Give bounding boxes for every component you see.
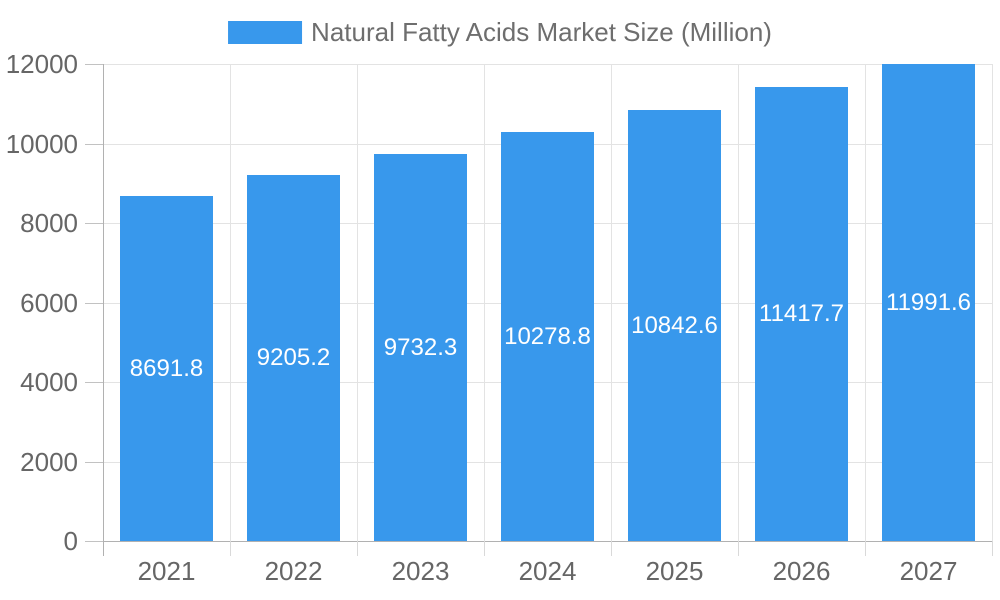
y-axis-tick bbox=[85, 303, 103, 304]
legend-label: Natural Fatty Acids Market Size (Million… bbox=[311, 17, 772, 47]
x-axis-category-label: 2026 bbox=[772, 556, 831, 586]
x-axis-line bbox=[103, 541, 992, 542]
bar-2023 bbox=[374, 154, 467, 541]
bar-value-label: 10278.8 bbox=[504, 323, 591, 350]
y-axis-tick-label: 10000 bbox=[5, 129, 78, 159]
x-axis-tick bbox=[357, 541, 358, 556]
x-axis-tick bbox=[738, 541, 739, 556]
y-axis-tick-label: 12000 bbox=[5, 49, 78, 79]
bar-value-label: 8691.8 bbox=[129, 355, 204, 382]
x-axis-category-label: 2022 bbox=[264, 556, 323, 586]
legend-item[interactable]: Natural Fatty Acids Market Size (Million… bbox=[228, 17, 772, 47]
x-axis-tick bbox=[484, 541, 485, 556]
bar-2022 bbox=[247, 175, 340, 541]
bar-2026 bbox=[755, 87, 848, 541]
y-axis-tick-label: 6000 bbox=[20, 288, 78, 318]
y-axis-tick bbox=[85, 144, 103, 145]
bar-2025 bbox=[628, 110, 721, 541]
legend-swatch bbox=[228, 20, 303, 44]
y-axis-tick bbox=[85, 223, 103, 224]
bar-value-label: 9205.2 bbox=[256, 344, 331, 371]
bar-value-label: 9732.3 bbox=[383, 334, 458, 361]
bar-2027 bbox=[882, 64, 975, 541]
y-axis-tick bbox=[85, 64, 103, 65]
bar-2024 bbox=[501, 132, 594, 541]
gridline-vertical bbox=[357, 64, 358, 541]
bar-2021 bbox=[120, 196, 213, 541]
gridline-vertical bbox=[865, 64, 866, 541]
y-axis-tick-label: 0 bbox=[63, 526, 78, 556]
x-axis-tick bbox=[611, 541, 612, 556]
x-axis-tick bbox=[865, 541, 866, 556]
gridline-vertical bbox=[484, 64, 485, 541]
x-axis-tick bbox=[230, 541, 231, 556]
y-axis-tick bbox=[85, 541, 103, 542]
y-axis-tick bbox=[85, 382, 103, 383]
y-axis-tick-label: 4000 bbox=[20, 367, 78, 397]
y-axis-tick-label: 2000 bbox=[20, 447, 78, 477]
gridline-vertical bbox=[611, 64, 612, 541]
gridline-horizontal bbox=[103, 64, 992, 65]
y-axis-tick bbox=[85, 462, 103, 463]
x-axis-tick bbox=[992, 541, 993, 556]
x-axis-category-label: 2021 bbox=[137, 556, 196, 586]
x-axis-category-label: 2025 bbox=[645, 556, 704, 586]
x-axis-tick bbox=[103, 541, 104, 556]
x-axis-category-label: 2024 bbox=[518, 556, 577, 586]
bar-value-label: 11991.6 bbox=[886, 289, 971, 316]
bar-value-label: 10842.6 bbox=[631, 312, 718, 339]
x-axis-category-label: 2023 bbox=[391, 556, 450, 586]
gridline-vertical bbox=[230, 64, 231, 541]
x-axis-category-label: 2027 bbox=[899, 556, 958, 586]
y-axis-tick-label: 8000 bbox=[20, 208, 78, 238]
gridline-vertical bbox=[738, 64, 739, 541]
y-axis-line bbox=[103, 64, 104, 541]
bar-value-label: 11417.7 bbox=[759, 300, 844, 327]
gridline-vertical bbox=[992, 64, 993, 541]
